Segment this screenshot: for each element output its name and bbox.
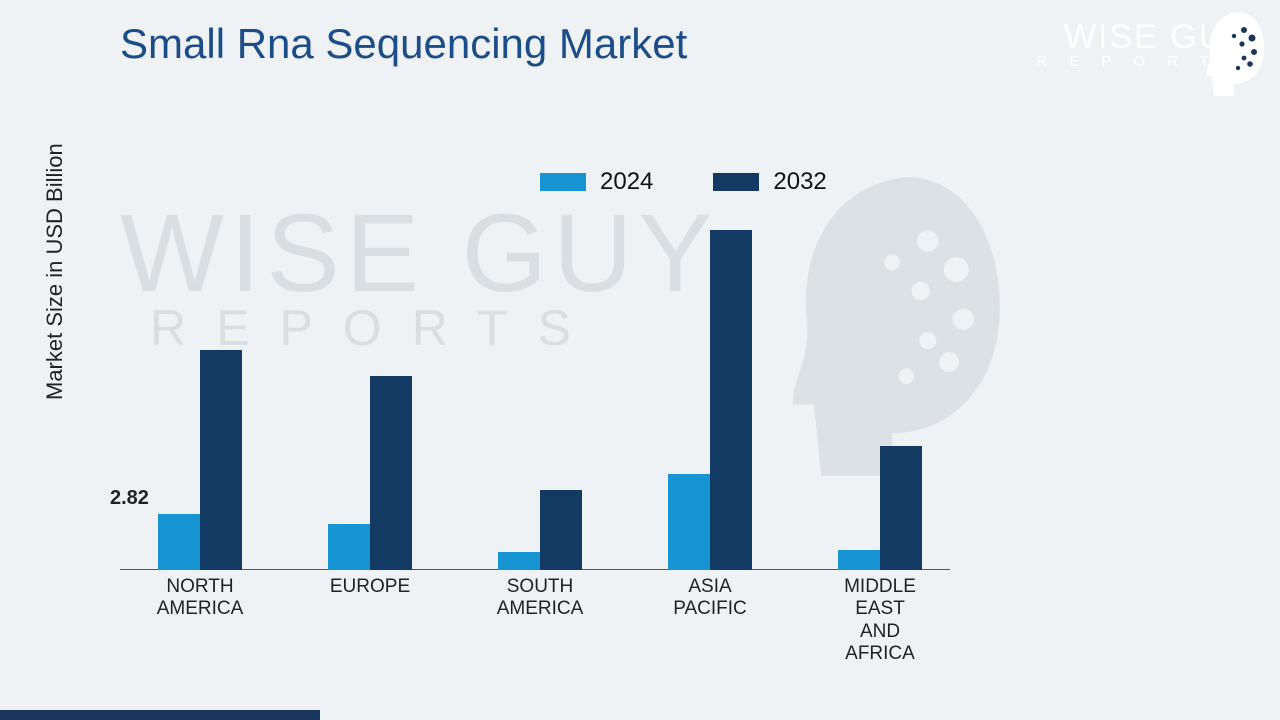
x-axis-label: SOUTHAMERICA — [460, 570, 620, 621]
brand-head-icon — [1204, 10, 1274, 100]
legend-label-2024: 2024 — [600, 168, 653, 196]
bar-value-label: 2.82 — [110, 487, 149, 510]
bar — [838, 550, 880, 570]
x-axis-label: EUROPE — [290, 570, 450, 598]
bar-group: EUROPE — [290, 376, 450, 570]
legend-item-2032: 2032 — [713, 168, 826, 196]
bar — [710, 230, 752, 570]
bar-group: MIDDLEEASTANDAFRICA — [800, 446, 960, 570]
bar — [200, 350, 242, 570]
chart-title: Small Rna Sequencing Market — [120, 20, 687, 68]
bar — [158, 514, 200, 570]
bar — [540, 490, 582, 570]
bar-group: SOUTHAMERICA — [460, 490, 620, 570]
bar — [498, 552, 540, 570]
bar — [880, 446, 922, 570]
legend-item-2024: 2024 — [540, 168, 653, 196]
x-axis-label: ASIAPACIFIC — [630, 570, 790, 621]
legend: 2024 2032 — [540, 168, 827, 196]
legend-swatch-2032 — [713, 173, 759, 191]
bar-group: NORTHAMERICA2.82 — [120, 350, 280, 570]
x-axis-label: NORTHAMERICA — [120, 570, 280, 621]
bar-group: ASIAPACIFIC — [630, 230, 790, 570]
bar — [328, 524, 370, 570]
bottom-accent-strip — [0, 710, 320, 720]
legend-swatch-2024 — [540, 173, 586, 191]
bar — [668, 474, 710, 570]
infographic-canvas: WISE GUY R E P O R T S WISE GUY REPORTS … — [0, 0, 1280, 720]
bar-chart: NORTHAMERICA2.82EUROPESOUTHAMERICAASIAPA… — [120, 210, 950, 570]
x-axis-label: MIDDLEEASTANDAFRICA — [800, 570, 960, 666]
bar — [370, 376, 412, 570]
y-axis-label: Market Size in USD Billion — [42, 143, 68, 400]
legend-label-2032: 2032 — [773, 168, 826, 196]
